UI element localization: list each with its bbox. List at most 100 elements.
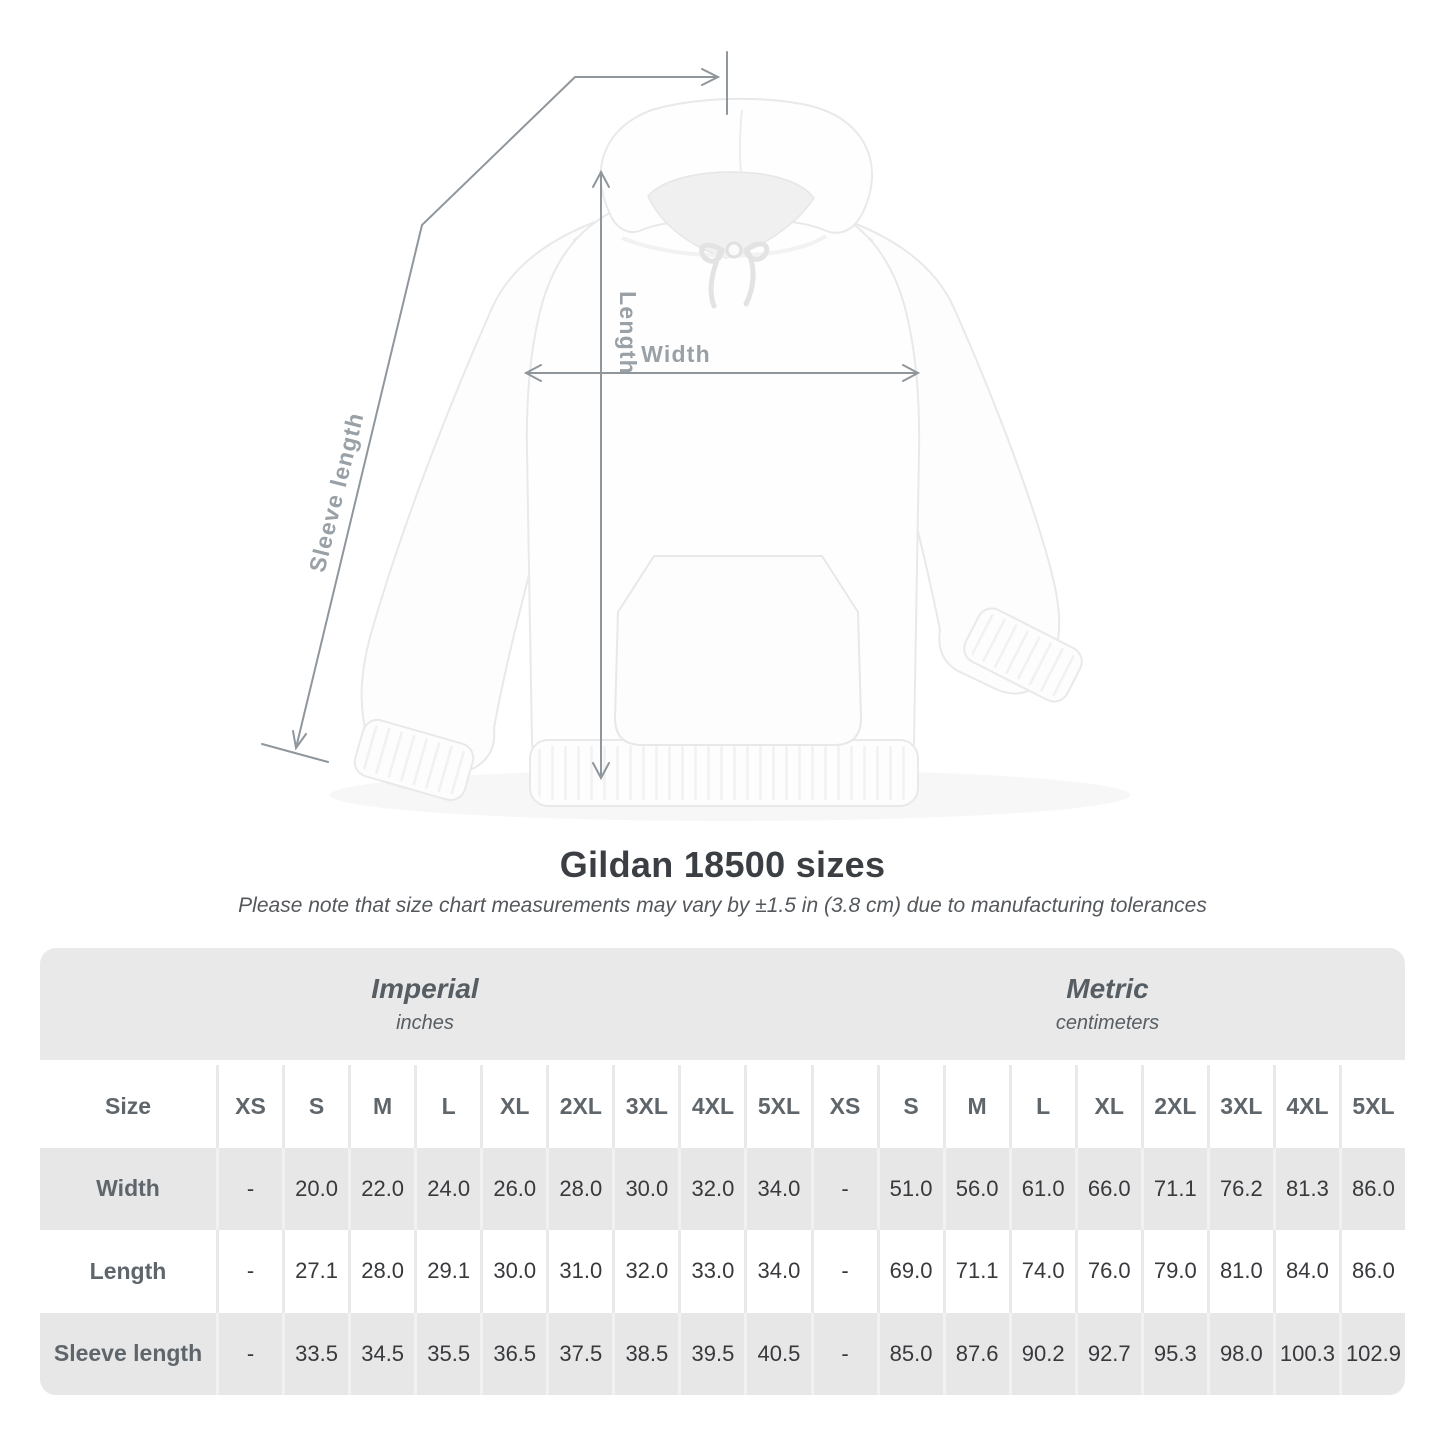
value-cell: 30.0	[483, 1230, 547, 1313]
table-row-sleeve-length: Sleeve length -33.5 34.5 35.5 36.5 37.5 38.5 3…	[40, 1312, 1405, 1395]
value-cell: 22.0	[351, 1147, 415, 1230]
value-cell: 40.5	[747, 1312, 811, 1395]
value-cell: 102.9	[1341, 1312, 1405, 1395]
hoodie-size-diagram: Width Length Sleeve length	[261, 51, 1083, 807]
value-cell: 92.7	[1077, 1312, 1141, 1395]
length-label: Length	[615, 291, 641, 375]
value-cell: 33.0	[681, 1230, 745, 1313]
value-cell: 34.0	[747, 1230, 811, 1313]
value-cell: 29.1	[417, 1230, 481, 1313]
value-cell: 56.0	[945, 1147, 1009, 1230]
value-cell: 51.0	[879, 1147, 943, 1230]
measurement-overlay	[261, 51, 921, 781]
imperial-sublabel: inches	[396, 1012, 454, 1034]
size-header-cell: M	[945, 1065, 1009, 1148]
width-arrowhead-right	[902, 364, 921, 382]
hood-opening	[647, 171, 815, 259]
value-cell: 86.0	[1341, 1147, 1405, 1230]
cuff-tick	[261, 743, 329, 763]
hood-seam	[738, 109, 743, 173]
width-arrowhead-left	[523, 364, 542, 382]
metric-label: Metric	[1066, 973, 1149, 1004]
value-cell: 39.5	[681, 1312, 745, 1395]
sleeve-length-label: Sleeve length	[304, 409, 369, 574]
value-cell: 28.0	[549, 1147, 613, 1230]
value-cell: 81.0	[1209, 1230, 1273, 1313]
table-row-width: Width -20.0 22.0 24.0 26.0 28.0 30.0 32.0 34.0 …	[40, 1147, 1405, 1230]
value-cell: -	[219, 1312, 283, 1395]
value-cell: 71.1	[1143, 1147, 1207, 1230]
value-cell: 76.0	[1077, 1230, 1141, 1313]
size-header-cell: L	[417, 1065, 481, 1148]
hoodie-hem	[529, 739, 919, 807]
size-header-cell: 4XL	[681, 1065, 745, 1148]
row-label-sleeve-length: Sleeve length	[40, 1312, 216, 1395]
hoodie-pocket	[613, 555, 863, 746]
value-cell: 81.3	[1275, 1147, 1339, 1230]
size-header-cell: S	[879, 1065, 943, 1148]
value-cell: 27.1	[285, 1230, 349, 1313]
value-cell: 66.0	[1077, 1147, 1141, 1230]
value-cell: 87.6	[945, 1312, 1009, 1395]
size-header-cell: 2XL	[549, 1065, 613, 1148]
row-label-width: Width	[40, 1147, 216, 1230]
size-header-cell: 3XL	[1209, 1065, 1273, 1148]
size-header-cell: 5XL	[1341, 1065, 1405, 1148]
sleeve-arrowhead-cuff	[292, 730, 307, 751]
hoodie-cuff-right	[963, 607, 1083, 703]
value-cell: 38.5	[615, 1312, 679, 1395]
size-table: Imperial inches Metric centimeters Size …	[40, 948, 1405, 1395]
size-column-header: Size	[40, 1065, 216, 1148]
value-cell: 26.0	[483, 1147, 547, 1230]
table-header-row: Size XS S M L XL 2XL 3XL 4XL 5XL XS S M L XL 2XL 3XL 4X…	[40, 1065, 1405, 1148]
value-cell: 61.0	[1011, 1147, 1075, 1230]
width-label: Width	[641, 341, 711, 367]
value-cell: 32.0	[681, 1147, 745, 1230]
size-header-cell: 3XL	[615, 1065, 679, 1148]
value-cell: 32.0	[615, 1230, 679, 1313]
value-cell: 33.5	[285, 1312, 349, 1395]
value-cell: -	[813, 1230, 877, 1313]
value-cell: 76.2	[1209, 1147, 1273, 1230]
size-header-cell: 5XL	[747, 1065, 811, 1148]
value-cell: 100.3	[1275, 1312, 1339, 1395]
value-cell: 74.0	[1011, 1230, 1075, 1313]
value-cell: 28.0	[351, 1230, 415, 1313]
tolerance-note: Please note that size chart measurements…	[238, 894, 1207, 917]
size-header-cell: XS	[813, 1065, 877, 1148]
band-divider	[40, 1060, 1405, 1065]
value-cell: 20.0	[285, 1147, 349, 1230]
unit-header-band: Imperial inches Metric centimeters	[40, 948, 1405, 1060]
value-cell: 90.2	[1011, 1312, 1075, 1395]
value-cell: 31.0	[549, 1230, 613, 1313]
size-header-cell: XL	[483, 1065, 547, 1148]
size-header-cell: L	[1011, 1065, 1075, 1148]
value-cell: 34.0	[747, 1147, 811, 1230]
size-header-cell: S	[285, 1065, 349, 1148]
length-arrowhead-bottom	[592, 762, 610, 781]
value-cell: 71.1	[945, 1230, 1009, 1313]
row-label-length: Length	[40, 1230, 216, 1313]
value-cell: 24.0	[417, 1147, 481, 1230]
value-cell: 84.0	[1275, 1230, 1339, 1313]
value-cell: 69.0	[879, 1230, 943, 1313]
size-header-cell: XS	[219, 1065, 283, 1148]
size-header-cell: XL	[1077, 1065, 1141, 1148]
hoodie-cuff-left	[353, 718, 475, 802]
value-cell: 35.5	[417, 1312, 481, 1395]
imperial-section-header: Imperial inches	[40, 948, 810, 1060]
hood-drawstrings	[699, 241, 770, 309]
value-cell: -	[219, 1147, 283, 1230]
value-cell: -	[813, 1312, 877, 1395]
value-cell: 98.0	[1209, 1312, 1273, 1395]
value-cell: 34.5	[351, 1312, 415, 1395]
size-header-cell: M	[351, 1065, 415, 1148]
page-title: Gildan 18500 sizes	[559, 844, 886, 885]
length-arrowhead-top	[592, 169, 610, 188]
value-cell: 37.5	[549, 1312, 613, 1395]
size-header-cell: 4XL	[1275, 1065, 1339, 1148]
value-cell: -	[219, 1230, 283, 1313]
sleeve-arrowhead-collar	[701, 68, 721, 86]
value-cell: -	[813, 1147, 877, 1230]
